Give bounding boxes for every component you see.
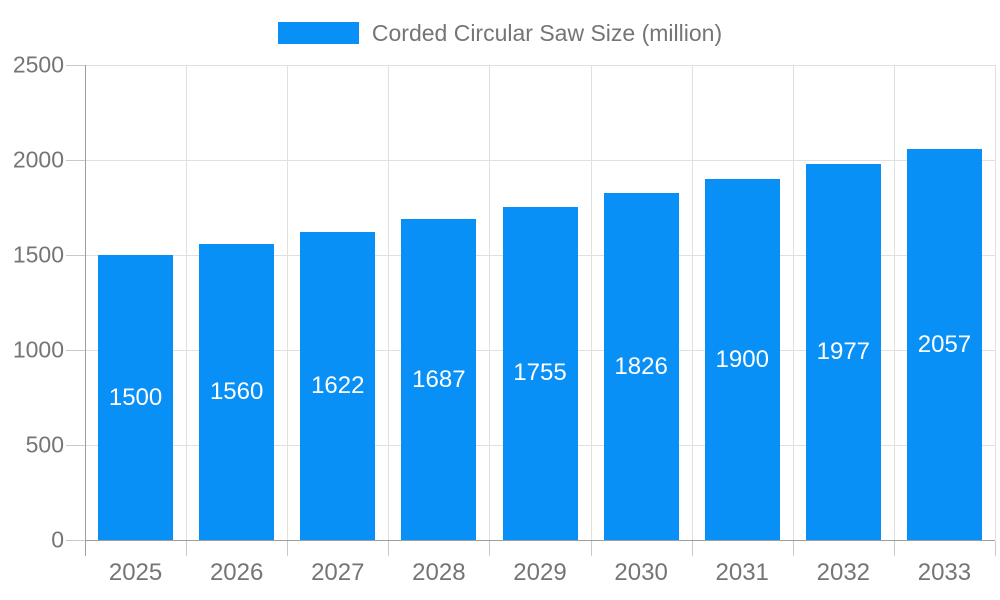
x-tick-label: 2029 xyxy=(513,559,567,586)
x-tick-mark xyxy=(792,541,794,556)
x-tick-mark xyxy=(590,541,592,556)
bar-value-label: 2057 xyxy=(917,330,972,358)
bar-value-label: 1500 xyxy=(108,383,163,411)
bar-value-label: 1560 xyxy=(209,377,264,405)
bar-value-label: 1755 xyxy=(513,359,567,387)
x-tick-mark xyxy=(691,541,693,556)
bar-value-label: 1687 xyxy=(412,365,466,393)
x-tick-label: 2026 xyxy=(209,559,264,586)
y-tick-mark xyxy=(66,160,86,161)
bar-value-label: 1977 xyxy=(816,338,871,366)
legend[interactable]: Corded Circular Saw Size (million) xyxy=(0,21,1000,45)
x-tick-label: 2028 xyxy=(412,559,466,586)
y-tick-label: 2000 xyxy=(12,146,64,173)
x-tick-label: 2025 xyxy=(108,559,163,586)
v-gridline xyxy=(995,65,996,540)
bar-value-label: 1900 xyxy=(715,345,769,373)
bar-2028: 1687 xyxy=(401,219,477,540)
x-tick-mark xyxy=(995,541,996,556)
x-tick-mark xyxy=(186,541,188,556)
bar-2031: 1900 xyxy=(704,179,780,540)
x-tick-mark xyxy=(893,541,895,556)
bar-2032: 1977 xyxy=(805,164,881,540)
bar-2029: 1755 xyxy=(502,206,578,540)
x-axis-line xyxy=(85,540,995,541)
bar-2030: 1826 xyxy=(603,193,679,540)
bar-2025: 1500 xyxy=(98,255,174,540)
bar-2026: 1560 xyxy=(199,243,275,540)
y-tick-label: 2500 xyxy=(12,51,64,78)
y-tick-mark xyxy=(66,255,86,256)
v-gridline xyxy=(691,65,693,540)
x-tick-mark xyxy=(388,541,390,556)
legend-swatch-icon xyxy=(277,22,359,44)
x-tick-label: 2032 xyxy=(816,559,871,586)
v-gridline xyxy=(792,65,794,540)
x-tick-label: 2033 xyxy=(917,559,972,586)
v-gridline xyxy=(489,65,491,540)
y-tick-label: 1000 xyxy=(12,336,64,363)
legend-label: Corded Circular Saw Size (million) xyxy=(371,20,723,46)
x-tick-label: 2030 xyxy=(614,559,668,586)
v-gridline xyxy=(893,65,895,540)
plot-area: 1500 1560 1622 1687 1755 1826 1900 1977 2057 xyxy=(85,65,996,540)
y-tick-label: 1500 xyxy=(12,241,64,268)
x-tick-mark xyxy=(287,541,289,556)
y-tick-mark xyxy=(66,445,86,446)
bar-value-label: 1826 xyxy=(614,352,668,380)
v-gridline xyxy=(287,65,289,540)
y-tick-label: 500 xyxy=(25,431,64,458)
y-tick-mark xyxy=(66,350,86,351)
y-tick-mark xyxy=(66,540,86,541)
v-gridline xyxy=(388,65,390,540)
v-gridline xyxy=(186,65,188,540)
h-gridline xyxy=(85,160,995,161)
y-tick-mark xyxy=(66,65,86,66)
y-tick-label: 0 xyxy=(51,526,64,553)
x-tick-label: 2027 xyxy=(311,559,365,586)
h-gridline xyxy=(85,65,995,66)
bar-value-label: 1622 xyxy=(311,371,365,399)
bar-2033: 2057 xyxy=(906,149,982,540)
x-tick-label: 2031 xyxy=(715,559,769,586)
bar-2027: 1622 xyxy=(300,231,376,540)
y-axis-line xyxy=(85,65,86,556)
x-tick-mark xyxy=(489,541,491,556)
v-gridline xyxy=(590,65,592,540)
